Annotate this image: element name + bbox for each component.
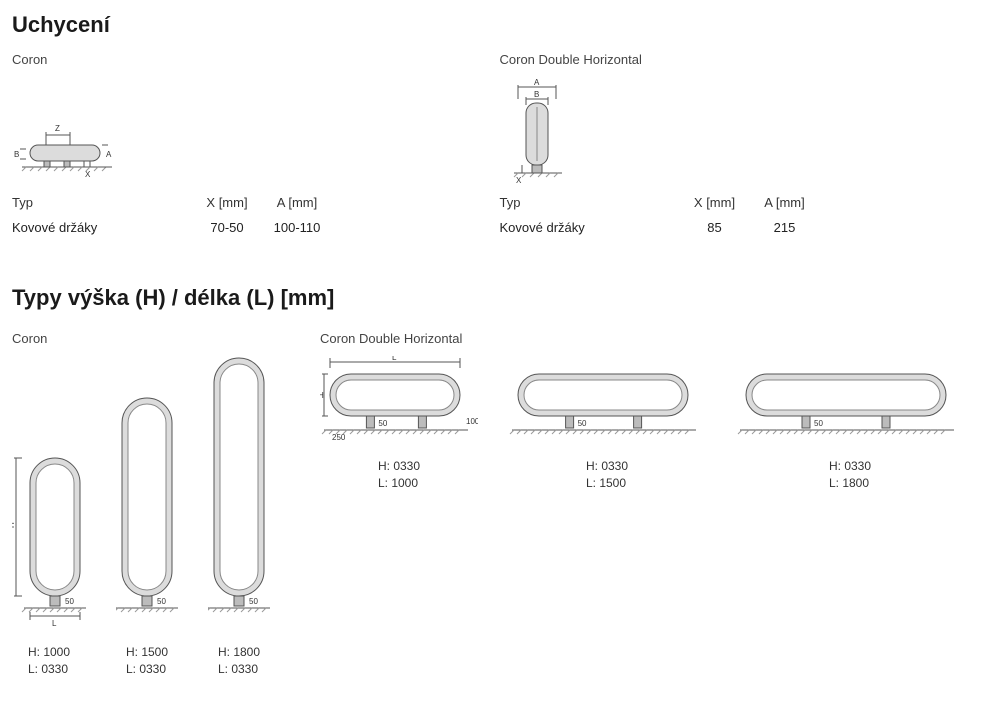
td-x: 85 bbox=[680, 220, 750, 235]
td-a: 100-110 bbox=[262, 220, 332, 235]
coron-double-shape: 50 H: 0330L: 1500 bbox=[508, 370, 706, 492]
th-a: A [mm] bbox=[262, 195, 332, 210]
svg-text:A: A bbox=[106, 150, 112, 159]
types-coron-double-label: Coron Double Horizontal bbox=[320, 331, 964, 346]
coron-double-diagram: A B X bbox=[500, 77, 988, 187]
svg-text:Z: Z bbox=[55, 124, 60, 133]
coron-shape: 50 H: 1500L: 0330 bbox=[116, 396, 178, 678]
svg-text:X: X bbox=[85, 170, 91, 179]
svg-text:50: 50 bbox=[65, 597, 74, 606]
coron-double-shape: 50 L H 250 100 H: 0330L: 1000 bbox=[320, 356, 478, 492]
coron-diagram: Z X B A bbox=[12, 77, 500, 187]
coron-double-shapes-row: 50 L H 250 100 H: 0330L: 1000 50 bbox=[320, 356, 964, 492]
coron-shape: 50 H L H: 1000L: 0330 bbox=[12, 456, 86, 678]
section-title-types: Typy výška (H) / délka (L) [mm] bbox=[12, 285, 987, 311]
svg-text:L: L bbox=[52, 619, 57, 628]
coron-double-table: Typ X [mm] A [mm] Kovové držáky 85 215 bbox=[500, 195, 988, 235]
coron-shape: 50 H: 1800L: 0330 bbox=[208, 356, 270, 678]
coron-double-label: Coron Double Horizontal bbox=[500, 52, 988, 67]
section-title-mounting: Uchycení bbox=[12, 12, 987, 38]
svg-text:50: 50 bbox=[378, 419, 387, 428]
svg-text:50: 50 bbox=[578, 419, 587, 428]
svg-text:H: H bbox=[320, 391, 324, 400]
td-a: 215 bbox=[750, 220, 820, 235]
dim-text: H: 1500L: 0330 bbox=[126, 644, 168, 678]
th-x: X [mm] bbox=[680, 195, 750, 210]
svg-text:50: 50 bbox=[814, 419, 823, 428]
mounting-coron: Coron Z bbox=[12, 48, 500, 235]
svg-text:L: L bbox=[392, 356, 397, 362]
th-x: X [mm] bbox=[192, 195, 262, 210]
coron-double-shape: 50 H: 0330L: 1800 bbox=[736, 370, 964, 492]
dim-text: H: 1000L: 0330 bbox=[28, 644, 70, 678]
svg-text:X: X bbox=[516, 176, 522, 185]
svg-text:H: H bbox=[12, 522, 16, 528]
coron-shapes-row: 50 H L H: 1000L: 0330 50 H: 1500L: 033 bbox=[12, 356, 270, 678]
coron-table: Typ X [mm] A [mm] Kovové držáky 70-50 10… bbox=[12, 195, 500, 235]
coron-label: Coron bbox=[12, 52, 500, 67]
td-typ: Kovové držáky bbox=[500, 220, 680, 235]
td-x: 70-50 bbox=[192, 220, 262, 235]
dim-text: H: 0330L: 1500 bbox=[586, 458, 628, 492]
th-typ: Typ bbox=[12, 195, 192, 210]
svg-text:100: 100 bbox=[466, 417, 478, 426]
types-coron-label: Coron bbox=[12, 331, 270, 346]
td-typ: Kovové držáky bbox=[12, 220, 192, 235]
dim-text: H: 0330L: 1000 bbox=[378, 458, 420, 492]
svg-text:250: 250 bbox=[332, 433, 346, 442]
svg-text:B: B bbox=[14, 150, 19, 159]
svg-text:A: A bbox=[534, 78, 540, 87]
th-a: A [mm] bbox=[750, 195, 820, 210]
svg-text:50: 50 bbox=[157, 597, 166, 606]
th-typ: Typ bbox=[500, 195, 680, 210]
svg-text:50: 50 bbox=[249, 597, 258, 606]
dim-text: H: 0330L: 1800 bbox=[829, 458, 871, 492]
mounting-row: Coron Z bbox=[12, 48, 987, 235]
types-coron-double: Coron Double Horizontal 50 L H 250 100 H… bbox=[320, 327, 964, 678]
types-section: Typy výška (H) / délka (L) [mm] Coron 50… bbox=[12, 285, 987, 678]
svg-text:B: B bbox=[534, 90, 539, 99]
dim-text: H: 1800L: 0330 bbox=[218, 644, 260, 678]
mounting-coron-double: Coron Double Horizontal A B bbox=[500, 48, 988, 235]
types-coron: Coron 50 H L H: 1000L: 0330 bbox=[12, 327, 270, 678]
